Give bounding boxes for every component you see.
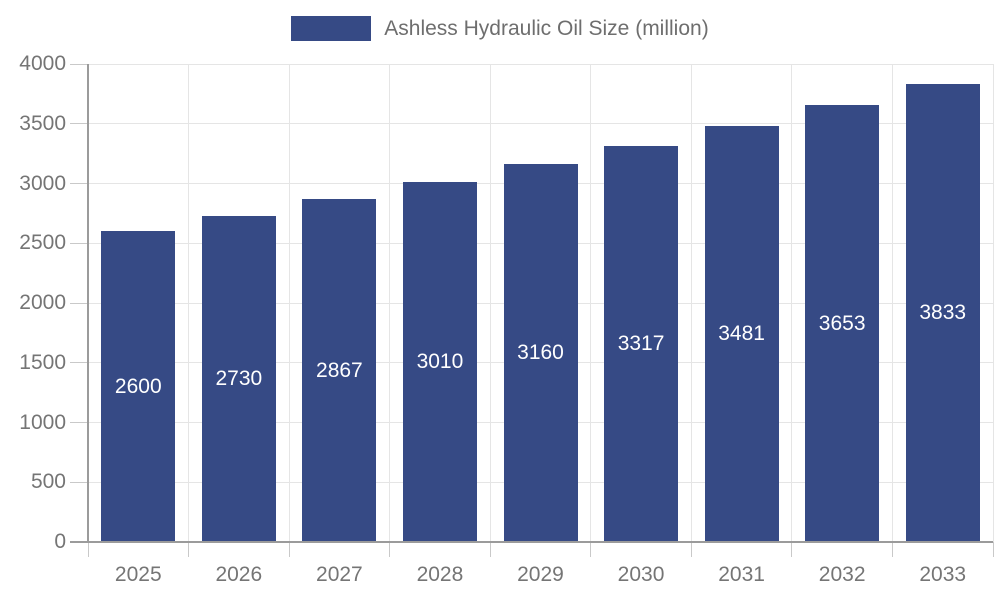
legend-label: Ashless Hydraulic Oil Size (million) [384,17,709,40]
x-gridline [791,64,793,542]
y-axis-label: 0 [54,530,66,553]
y-axis-tick [70,183,88,184]
bar-value-label: 3010 [416,350,464,374]
y-axis-line [86,64,89,542]
y-gridline [88,63,993,65]
x-axis-label: 2027 [316,563,363,586]
y-axis-label: 3000 [19,171,66,195]
x-gridline [288,64,290,542]
bar-2026[interactable]: 2730 [201,215,276,542]
x-axis-label: 2033 [919,563,967,586]
x-axis-tick [489,542,491,557]
x-axis-label: 2028 [416,563,464,586]
y-axis-label: 500 [30,470,66,494]
bar-value-label: 2867 [316,358,363,382]
bar-2027[interactable]: 2867 [302,199,377,542]
legend-swatch [291,16,372,41]
y-axis-tick [70,422,88,423]
x-gridline [992,64,994,542]
x-axis-tick [288,542,290,557]
x-gridline [489,64,491,542]
x-axis-label: 2032 [818,563,866,586]
y-gridline [88,123,993,125]
bar-value-label: 3317 [617,331,665,355]
x-gridline [389,64,391,542]
bar-value-label: 3653 [818,311,866,335]
legend-item[interactable]: Ashless Hydraulic Oil Size (million) [0,16,1000,41]
y-axis-label: 1500 [19,350,66,374]
bar-2025[interactable]: 2600 [101,231,176,542]
y-axis-tick [70,242,88,244]
x-gridline [690,64,692,542]
bar-2030[interactable]: 3317 [604,145,679,542]
y-axis-tick [70,362,88,364]
bar-value-label: 2730 [215,366,263,390]
bar-value-label: 2600 [114,374,162,398]
x-axis-label: 2026 [215,563,263,586]
x-axis-tick [992,542,994,557]
x-axis-label: 2025 [114,563,162,586]
y-axis-tick [70,481,88,483]
y-axis-tick [70,123,88,125]
x-axis-label: 2029 [517,563,564,586]
y-axis-label: 1000 [19,410,66,434]
x-axis-tick [690,542,692,557]
y-axis-label: 4000 [19,52,66,75]
bar-2031[interactable]: 3481 [704,126,779,542]
x-axis-label: 2031 [718,563,765,586]
bar-2029[interactable]: 3160 [503,164,578,542]
y-axis-tick [70,63,88,65]
x-axis-label: 2030 [617,563,665,586]
y-axis-label: 2500 [19,231,66,255]
y-axis-label: 3500 [19,111,66,135]
x-axis-tick [87,542,89,557]
x-axis-tick [791,542,793,557]
bar-value-label: 3833 [919,300,967,324]
bar-value-label: 3481 [718,322,765,345]
x-axis-tick [389,542,391,557]
bar-value-label: 3160 [517,341,564,365]
x-axis-tick [891,542,893,557]
y-axis-label: 2000 [19,291,66,314]
bar-2028[interactable]: 3010 [402,182,477,542]
x-gridline [590,64,592,542]
x-axis-tick [590,542,592,557]
x-axis-tick [188,542,190,557]
bar-2032[interactable]: 3653 [805,105,880,542]
x-axis-line [70,541,993,543]
y-axis-tick [70,302,88,304]
bar-2033[interactable]: 3833 [905,83,980,542]
x-gridline [891,64,893,542]
x-gridline [188,64,190,542]
